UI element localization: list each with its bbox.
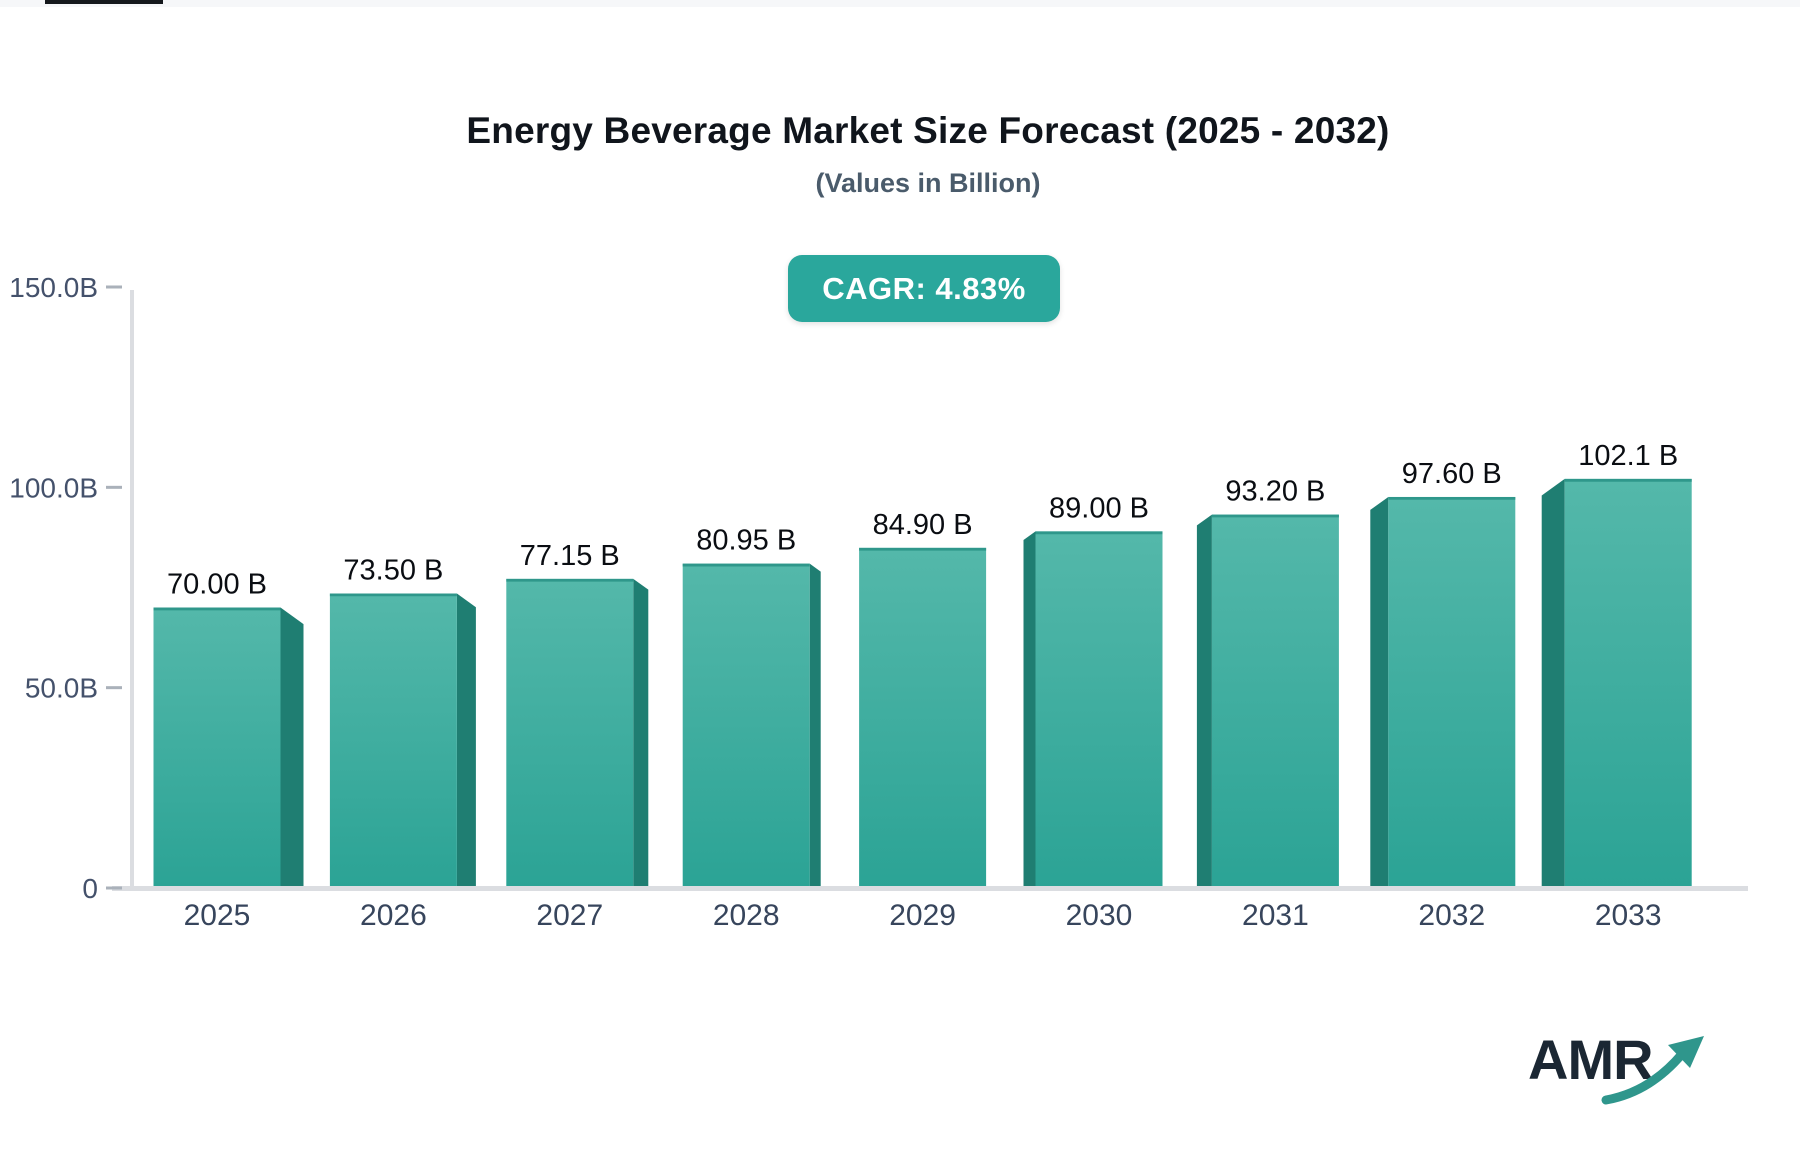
bar-2029: 84.90 B 2029 xyxy=(859,509,987,932)
bar-side-face xyxy=(1370,496,1389,888)
x-axis-label-2027: 2027 xyxy=(536,899,603,932)
top-strip xyxy=(0,0,1800,7)
bar-value-label: 89.00 B xyxy=(1049,492,1149,524)
bar-front-face xyxy=(506,578,634,888)
bar-front-face xyxy=(153,607,281,888)
bar-value-label: 77.15 B xyxy=(520,540,620,572)
bar-value-label: 102.1 B xyxy=(1578,440,1678,472)
growth-arrow-icon xyxy=(1601,1036,1704,1105)
bar-value-label: 73.50 B xyxy=(343,555,443,587)
bar-2032: 97.60 B 2032 xyxy=(1370,458,1516,932)
bar-2026: 73.50 B 2026 xyxy=(329,555,476,932)
bar-front-face xyxy=(859,547,987,888)
y-axis-label-0: 0 xyxy=(82,873,98,904)
bar-front-face xyxy=(1035,531,1163,888)
bar-2030: 89.00 B 2030 xyxy=(1023,492,1163,932)
bar-value-label: 80.95 B xyxy=(696,525,796,557)
arrow-head xyxy=(1668,1036,1704,1068)
x-axis-label-2030: 2030 xyxy=(1066,899,1133,932)
y-tick-mark xyxy=(106,686,122,690)
cagr-badge: CAGR: 4.83% xyxy=(788,255,1060,322)
amr-logo-text: AMR xyxy=(1528,1028,1654,1091)
bar-2028: 80.95 B 2028 xyxy=(682,525,821,932)
bar-value-label: 97.60 B xyxy=(1402,458,1502,490)
bar-2031: 93.20 B 2031 xyxy=(1196,476,1339,932)
bar-side-face xyxy=(633,578,649,888)
y-tick-mark xyxy=(106,285,122,289)
bar-front-face xyxy=(329,593,457,888)
top-left-artifact xyxy=(45,0,163,4)
x-axis-label-2028: 2028 xyxy=(713,899,780,932)
arrow-tail xyxy=(1601,1049,1687,1105)
x-axis-label-2029: 2029 xyxy=(889,899,956,932)
chart-subtitle: (Values in Billion) xyxy=(815,168,1041,198)
x-axis-label-2033: 2033 xyxy=(1595,899,1662,932)
bar-side-face xyxy=(280,607,304,888)
bar-side-face xyxy=(456,593,476,888)
bar-side-face xyxy=(1541,478,1565,888)
y-axis-label-100.0B: 100.0B xyxy=(9,472,98,503)
bar-front-face xyxy=(682,563,810,888)
bar-side-face xyxy=(809,563,821,888)
bar-front-face xyxy=(1564,478,1692,888)
x-axis-label-2026: 2026 xyxy=(360,899,427,932)
bar-2027: 77.15 B 2027 xyxy=(506,540,649,932)
y-tick-mark xyxy=(106,485,122,489)
x-axis-label-2025: 2025 xyxy=(184,899,251,932)
amr-logo: AMR xyxy=(1528,1032,1728,1112)
x-axis-line xyxy=(112,886,1748,891)
bar-side-face xyxy=(1023,531,1036,888)
bar-value-label: 84.90 B xyxy=(873,509,973,541)
bar-front-face xyxy=(1211,514,1339,888)
bar-2025: 70.00 B 2025 xyxy=(153,569,304,932)
bar-2033: 102.1 B 2033 xyxy=(1541,440,1692,932)
y-axis-label-50.0B: 50.0B xyxy=(25,673,98,704)
bar-front-face xyxy=(1388,496,1516,888)
y-tick-mark xyxy=(106,886,122,890)
x-axis-label-2032: 2032 xyxy=(1418,899,1485,932)
bar-value-label: 93.20 B xyxy=(1225,476,1325,508)
chart-title: Energy Beverage Market Size Forecast (20… xyxy=(466,110,1390,151)
bar-value-label: 70.00 B xyxy=(167,569,267,601)
x-axis-label-2031: 2031 xyxy=(1242,899,1309,932)
y-axis-line xyxy=(130,290,134,890)
y-axis-label-150.0B: 150.0B xyxy=(9,272,98,303)
bar-side-face xyxy=(1196,514,1212,888)
